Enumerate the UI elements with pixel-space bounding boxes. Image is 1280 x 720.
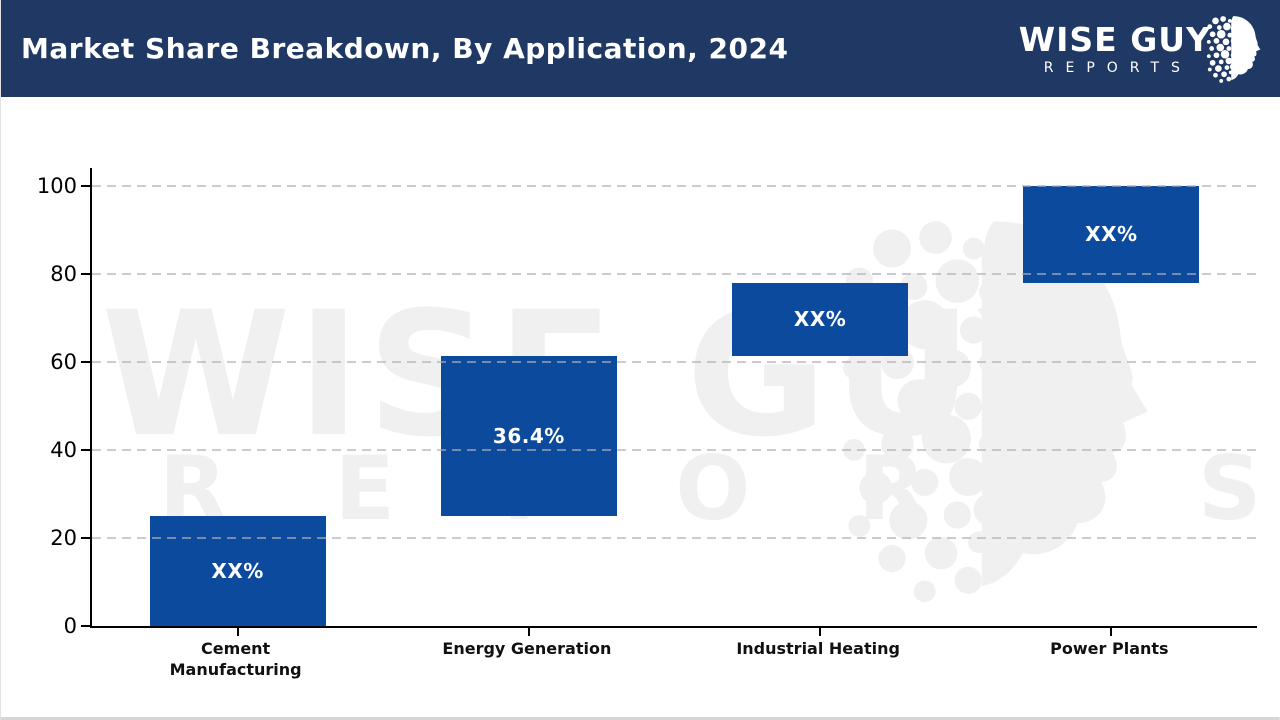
page-bottom-border — [1, 717, 1279, 720]
x-tick-mark — [1110, 628, 1113, 636]
y-tick-label: 60 — [50, 349, 77, 374]
y-tick-mark — [81, 625, 90, 627]
bar-value-label: XX% — [211, 558, 264, 583]
y-tick-mark — [81, 360, 90, 363]
y-tick-mark — [81, 536, 90, 539]
bar-segment: XX% — [1023, 185, 1200, 283]
x-tick-mark — [819, 628, 822, 636]
category-label: Power Plants — [1050, 639, 1169, 658]
x-tick-mark — [527, 628, 530, 636]
category-label: Industrial Heating — [736, 639, 900, 658]
logo-subtext: REPORTS — [1043, 59, 1192, 76]
bar-value-label: 36.4% — [492, 423, 565, 448]
bar-value-label: XX% — [1085, 222, 1138, 247]
y-tick-label: 100 — [36, 173, 77, 198]
category-label: Cement Manufacturing — [169, 639, 302, 679]
logo-text: WISE GUY REPORTS — [1019, 23, 1211, 75]
logo-wordmark: WISE GUY — [1018, 19, 1211, 59]
y-tick-mark — [81, 272, 90, 275]
category-label: Energy Generation — [442, 639, 612, 658]
gridline — [92, 360, 1257, 363]
y-tick-mark — [81, 448, 90, 451]
bar-segment: 36.4% — [440, 355, 617, 516]
y-axis: 0 20 40 60 80 100 — [1, 168, 77, 638]
chart-area: WISE GUY REPORTS 0 20 40 — [1, 97, 1280, 717]
header-bar: Market Share Breakdown, By Application, … — [1, 0, 1280, 97]
y-tick-label: 20 — [50, 525, 77, 550]
x-tick-mark — [236, 628, 239, 636]
plot-area: XX% 36.4% XX% XX% — [81, 168, 1257, 636]
y-tick-label: 0 — [63, 614, 77, 638]
bar-segment: XX% — [732, 282, 909, 356]
wiseguy-head-icon — [1206, 15, 1261, 83]
wiseguy-logo: WISE GUY REPORTS — [1019, 10, 1267, 88]
page-title: Market Share Breakdown, By Application, … — [21, 32, 789, 65]
bar-value-label: XX% — [793, 307, 847, 332]
x-axis: Cement Manufacturing Energy Generation Ind… — [90, 638, 1255, 698]
bar-segment: XX% — [149, 515, 326, 626]
y-tick-label: 80 — [50, 261, 77, 286]
y-tick-mark — [81, 184, 90, 187]
gridline — [92, 448, 1257, 451]
y-tick-label: 40 — [50, 437, 77, 462]
